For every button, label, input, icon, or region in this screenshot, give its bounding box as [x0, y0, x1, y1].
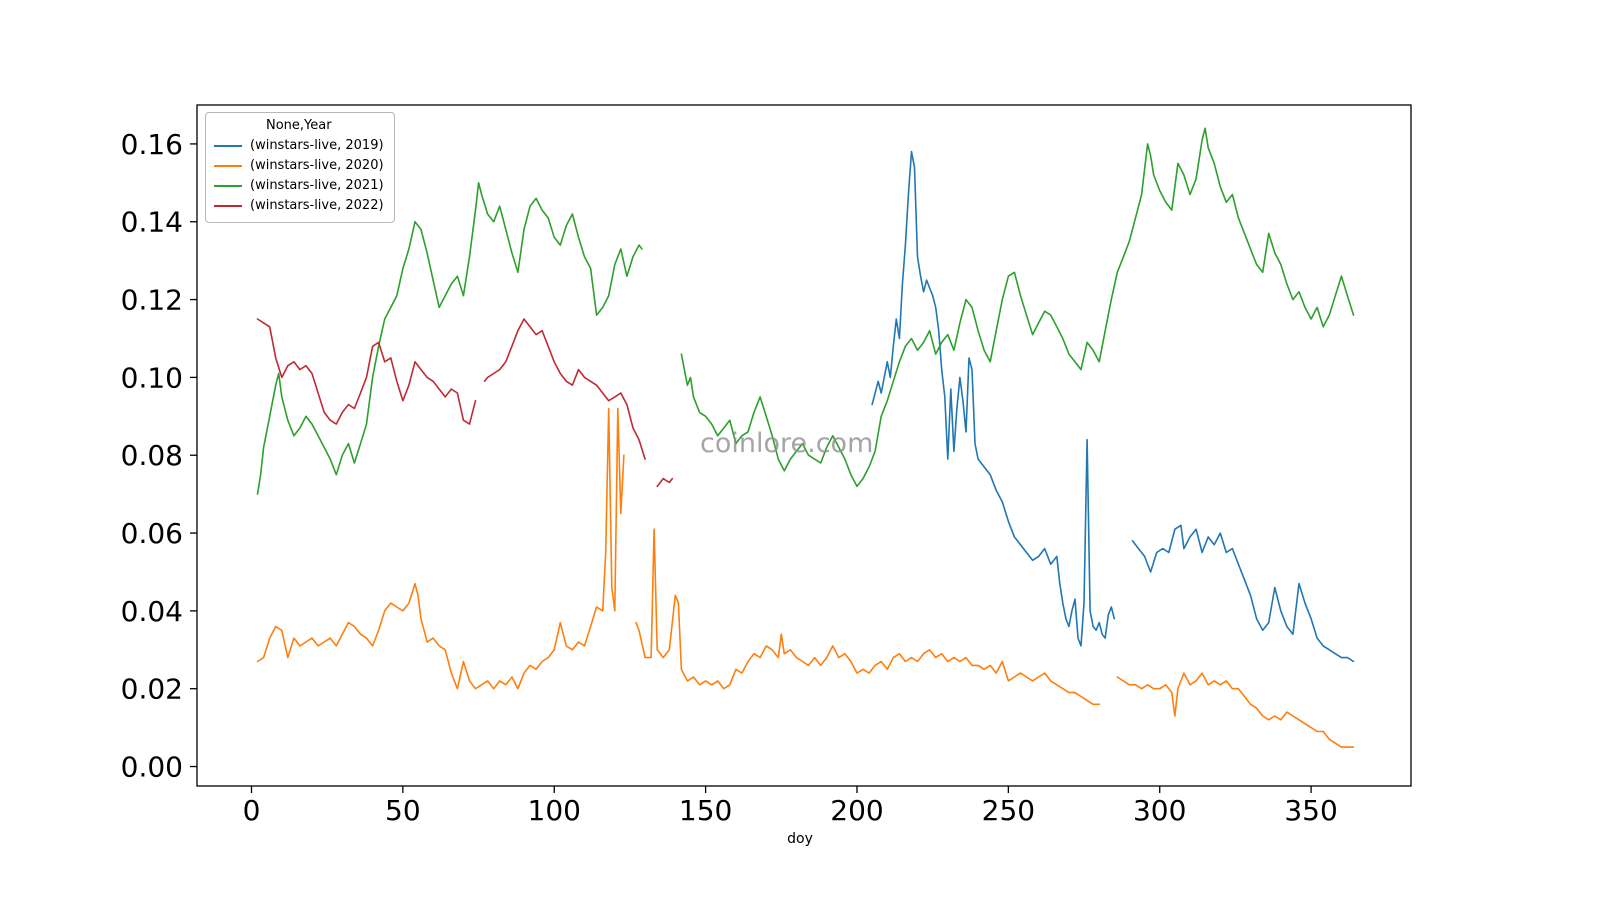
y-tick-label: 0.06 [121, 517, 183, 550]
y-tick-label: 0.02 [121, 673, 183, 706]
axes-frame [196, 104, 1412, 787]
legend-line-swatch [214, 185, 242, 187]
legend-item: (winstars-live, 2020) [214, 156, 384, 176]
legend-title: None,Year [265, 118, 332, 133]
x-tick-label: 150 [679, 794, 732, 827]
y-tick-label: 0.10 [121, 361, 183, 394]
x-axis-label: doy [787, 831, 813, 847]
y-tick-label: 0.04 [121, 595, 183, 628]
legend-item-label: (winstars-live, 2021) [250, 178, 384, 193]
series-line [256, 127, 1355, 495]
y-tick-label: 0.16 [121, 128, 183, 161]
y-tick-label: 0.08 [121, 439, 183, 472]
x-tick-label: 300 [1133, 794, 1186, 827]
legend-item-label: (winstars-live, 2019) [250, 138, 384, 153]
x-tick-label: 50 [385, 794, 421, 827]
series-line [256, 318, 674, 488]
legend-line-swatch [214, 205, 242, 207]
legend-item: (winstars-live, 2021) [214, 176, 384, 196]
x-tick-label: 200 [830, 794, 883, 827]
legend-item-label: (winstars-live, 2022) [250, 198, 384, 213]
x-tick-label: 100 [528, 794, 581, 827]
legend-line-swatch [214, 165, 242, 167]
x-tick-label: 350 [1284, 794, 1337, 827]
y-tick-label: 0.12 [121, 284, 183, 317]
x-tick-label: 250 [982, 794, 1035, 827]
series-line [871, 150, 1355, 663]
legend-item-label: (winstars-live, 2020) [250, 158, 384, 173]
legend: None,Year (winstars-live, 2019) (winstar… [205, 112, 395, 223]
series-line [256, 407, 1355, 748]
watermark: coinlore.com [700, 428, 874, 459]
y-tick-label: 0.00 [121, 751, 183, 784]
legend-line-swatch [214, 145, 242, 147]
legend-item: (winstars-live, 2019) [214, 136, 384, 156]
x-tick-label: 0 [243, 794, 261, 827]
y-tick-label: 0.14 [121, 206, 183, 239]
legend-item: (winstars-live, 2022) [214, 196, 384, 216]
